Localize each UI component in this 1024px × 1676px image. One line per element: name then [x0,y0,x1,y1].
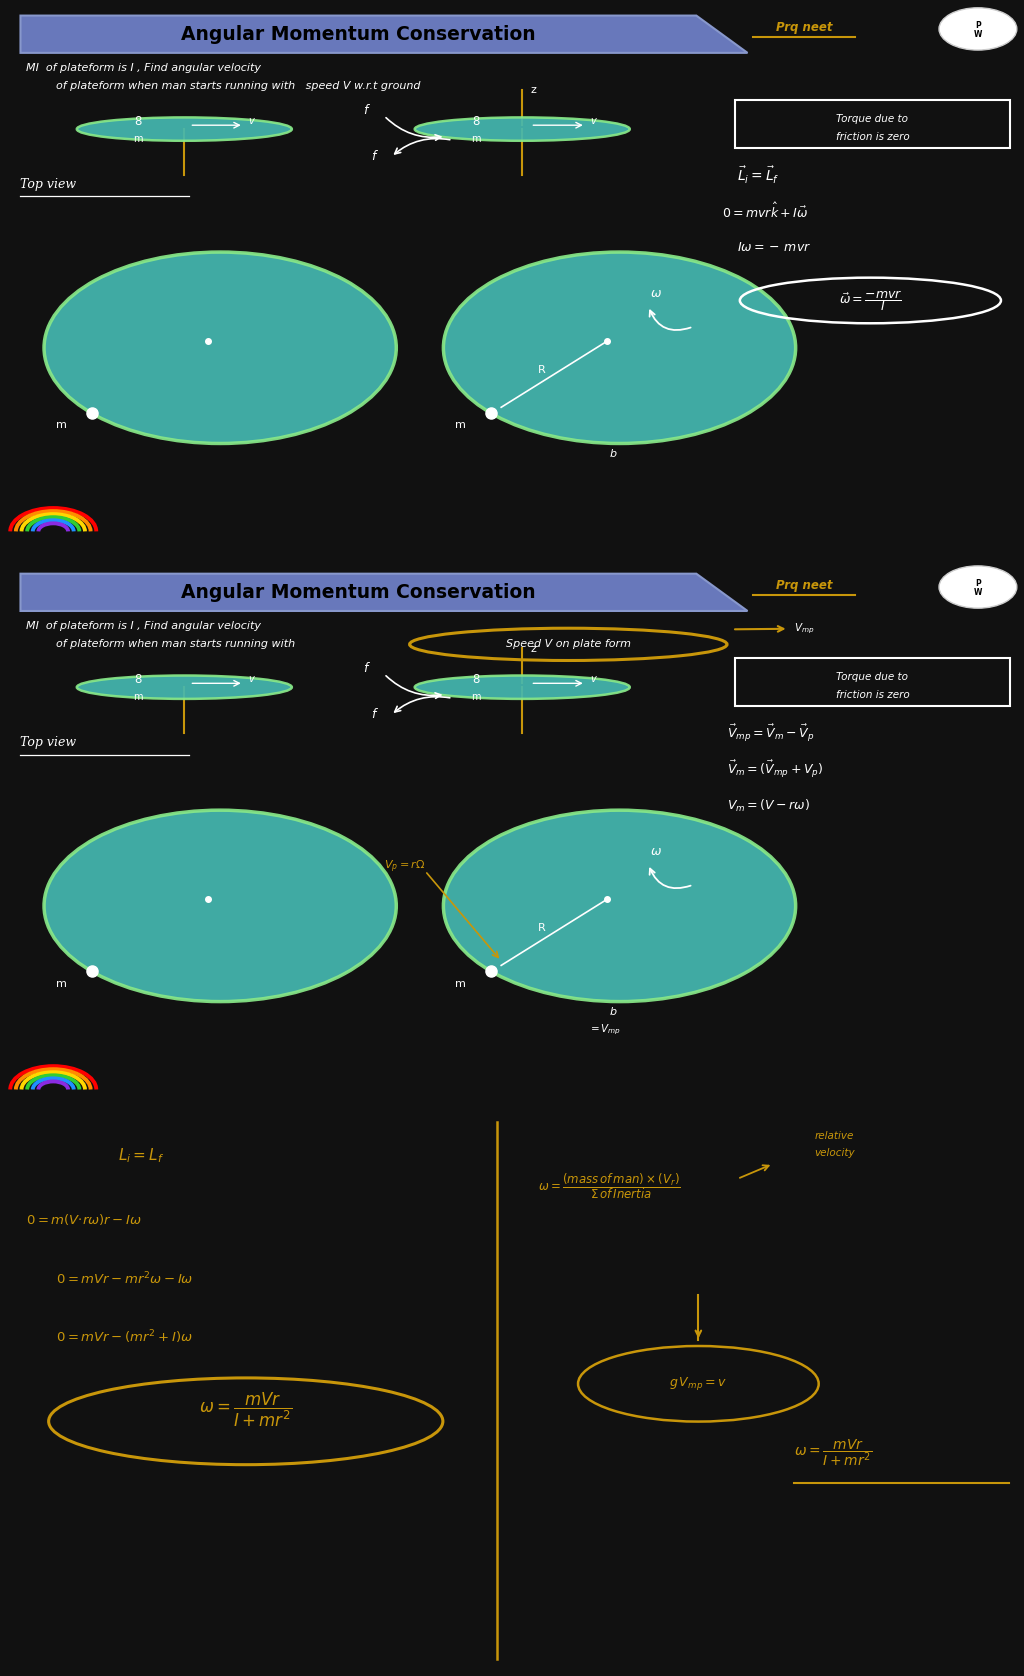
Text: P: P [975,20,981,30]
Text: friction is zero: friction is zero [836,691,909,701]
Text: m: m [471,134,480,144]
Text: f: f [371,151,375,163]
Text: $\omega = \dfrac{(mass\,of\,man)\times(V_r)}{\Sigma\,of\,Inertia}$: $\omega = \dfrac{(mass\,of\,man)\times(V… [538,1172,681,1202]
Circle shape [939,566,1017,608]
Text: m: m [133,692,142,702]
Ellipse shape [77,675,292,699]
Text: $V_p = r\Omega$: $V_p = r\Omega$ [384,858,425,875]
Text: Torque due to: Torque due to [837,672,908,682]
Text: Angular Momentum Conservation: Angular Momentum Conservation [181,583,536,602]
Circle shape [939,8,1017,50]
Text: $V_m = (V - r\omega)$: $V_m = (V - r\omega)$ [727,798,810,815]
Text: v: v [248,674,254,684]
Ellipse shape [415,117,630,141]
Text: R: R [538,365,546,375]
Text: R: R [538,923,546,934]
Text: MI  of plateform is I , Find angular velocity: MI of plateform is I , Find angular velo… [26,622,260,630]
Text: velocity: velocity [814,1148,855,1158]
Text: m: m [133,134,142,144]
Text: $I\omega = -\,mvr$: $I\omega = -\,mvr$ [737,241,811,255]
Text: of plateform when man starts running with: of plateform when man starts running wit… [56,639,302,649]
Text: 8: 8 [134,116,142,127]
Ellipse shape [443,810,796,1002]
Text: v: v [590,116,596,126]
Text: $\vec{V}_m = (\vec{V}_{mp} + V_p)$: $\vec{V}_m = (\vec{V}_{mp} + V_p)$ [727,759,823,781]
Text: Torque due to: Torque due to [837,114,908,124]
Text: f: f [364,104,368,117]
Text: $0 = mvr\hat{k} + I\vec{\omega}$: $0 = mvr\hat{k} + I\vec{\omega}$ [722,201,808,221]
Text: m: m [55,979,67,989]
Text: $L_i = L_f$: $L_i = L_f$ [118,1146,164,1165]
Ellipse shape [415,675,630,699]
Text: friction is zero: friction is zero [836,132,909,142]
Text: 8: 8 [134,674,142,685]
Polygon shape [20,15,748,54]
Text: Prq neet: Prq neet [775,580,833,592]
Text: MI  of plateform is I , Find angular velocity: MI of plateform is I , Find angular velo… [26,64,260,72]
Ellipse shape [44,251,396,444]
Text: 8: 8 [472,674,480,685]
Text: b: b [609,449,616,459]
Text: Speed V on plate form: Speed V on plate form [506,639,631,649]
Text: 8: 8 [472,116,480,127]
Polygon shape [20,573,748,612]
Text: $\omega = \dfrac{mVr}{I + mr^2}$: $\omega = \dfrac{mVr}{I + mr^2}$ [794,1436,872,1468]
Text: $= V_{mp}$: $= V_{mp}$ [588,1022,621,1037]
Text: z: z [530,644,537,654]
Text: Angular Momentum Conservation: Angular Momentum Conservation [181,25,536,44]
Text: $0  =  m(V{\cdot}r\omega)r - I\omega$: $0 = m(V{\cdot}r\omega)r - I\omega$ [26,1212,141,1227]
Text: v: v [590,674,596,684]
Ellipse shape [44,810,396,1002]
Text: v: v [248,116,254,126]
Text: $\vec{\omega} = \dfrac{-mvr}{I}$: $\vec{\omega} = \dfrac{-mvr}{I}$ [839,288,902,313]
Text: z: z [530,85,537,96]
Text: W: W [974,30,982,39]
Text: Top view: Top view [20,736,77,749]
Text: $0  =  mVr - (mr^2 + I)\omega$: $0 = mVr - (mr^2 + I)\omega$ [56,1329,194,1346]
Text: m: m [455,979,466,989]
Text: P: P [975,578,981,588]
Text: W: W [974,588,982,597]
Text: f: f [371,709,375,721]
Text: $g\,V_{mp} = v$: $g\,V_{mp} = v$ [670,1376,727,1393]
Text: relative: relative [815,1131,854,1141]
Text: $V_{mp}$: $V_{mp}$ [794,622,814,635]
Text: m: m [55,421,67,431]
Ellipse shape [77,117,292,141]
Text: $\omega$: $\omega$ [650,287,663,300]
Ellipse shape [443,251,796,444]
Text: of plateform when man starts running with   speed V w.r.t ground: of plateform when man starts running wit… [56,80,421,91]
Text: Prq neet: Prq neet [775,22,833,34]
Text: f: f [364,662,368,675]
Text: m: m [471,692,480,702]
Text: $\omega = \dfrac{mVr}{I + mr^2}$: $\omega = \dfrac{mVr}{I + mr^2}$ [199,1391,293,1430]
Text: Top view: Top view [20,178,77,191]
Text: $\vec{V}_{mp} = \vec{V}_m - \vec{V}_p$: $\vec{V}_{mp} = \vec{V}_m - \vec{V}_p$ [727,722,814,744]
Text: m: m [455,421,466,431]
Text: $\vec{L}_i = \vec{L}_f$: $\vec{L}_i = \vec{L}_f$ [737,164,780,186]
Text: $\omega$: $\omega$ [650,845,663,858]
Text: $0  =  mVr - mr^2\omega - I\omega$: $0 = mVr - mr^2\omega - I\omega$ [56,1270,194,1287]
Text: b: b [609,1007,616,1017]
